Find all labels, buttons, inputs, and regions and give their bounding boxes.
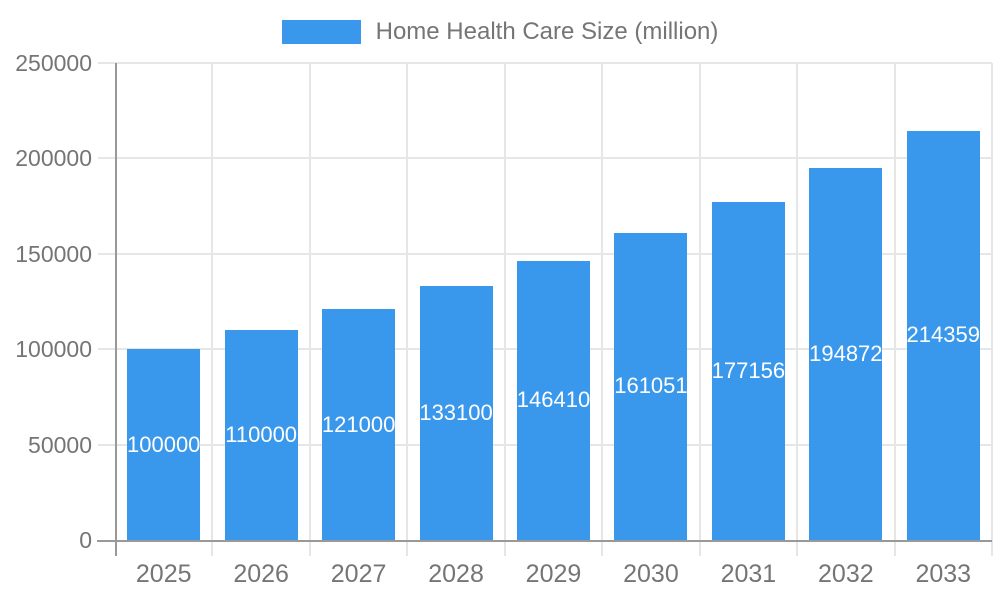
bar-value-label: 146410 [516,387,591,413]
x-axis-tick [406,540,409,556]
x-gridline [601,63,604,540]
x-axis-tick [796,540,799,556]
bar-value-label: 100000 [127,431,201,457]
y-tick-label: 150000 [15,240,92,267]
y-gridline [98,157,992,160]
x-axis-line [97,540,992,542]
bar: 177156 [711,201,786,540]
x-gridline [503,63,506,540]
bar: 161051 [614,232,688,540]
x-axis-tick [308,540,311,556]
x-axis-tick [893,540,896,556]
x-axis-tick [991,540,993,556]
x-gridline [991,63,993,540]
x-tick-label: 2031 [720,560,777,588]
x-gridline [796,63,799,540]
bar: 121000 [322,309,395,540]
bar: 214359 [907,131,980,540]
x-tick-label: 2033 [915,560,972,588]
bar: 133100 [419,286,493,540]
x-tick-label: 2025 [135,560,192,588]
x-tick-label: 2032 [818,560,874,588]
bar-value-label: 194872 [809,341,883,367]
bar: 100000 [127,349,200,540]
y-tick-label: 100000 [15,336,92,363]
x-gridline [698,63,701,540]
x-gridline [308,63,311,540]
legend-swatch [281,20,361,44]
bar: 194872 [809,168,883,540]
bar-value-label: 214359 [906,322,980,348]
y-gridline [98,252,992,255]
x-tick-label: 2030 [623,560,679,588]
x-gridline [211,63,214,540]
y-tick-label: 50000 [28,431,92,458]
y-tick-label: 0 [79,527,92,553]
bar-value-label: 133100 [419,400,493,425]
y-tick-label: 250000 [15,50,92,76]
x-axis-tick [698,540,701,556]
plot-area: 0 50000 100000 150000 200000 250000 100000 1100… [15,50,993,588]
x-axis-tick [211,540,214,556]
x-gridline [893,63,896,540]
x-tick-label: 2029 [525,560,582,588]
bar-value-label: 177156 [711,357,786,383]
legend: Home Health Care Size (million) [0,18,1000,46]
bar: 146410 [516,260,591,540]
x-gridline [406,63,409,540]
x-tick-label: 2028 [428,560,484,588]
bar: 110000 [224,330,298,540]
x-axis-tick [503,540,506,556]
y-gridline [98,62,992,64]
x-axis-tick [601,540,604,556]
legend-label: Home Health Care Size (million) [375,18,719,45]
x-tick-label: 2026 [233,560,289,588]
bar-value-label: 110000 [225,422,298,448]
y-axis-line [115,63,117,556]
x-tick-label: 2027 [330,560,387,588]
y-tick-label: 200000 [15,145,92,172]
bar-value-label: 121000 [321,411,396,437]
bar-value-label: 161051 [614,373,688,399]
